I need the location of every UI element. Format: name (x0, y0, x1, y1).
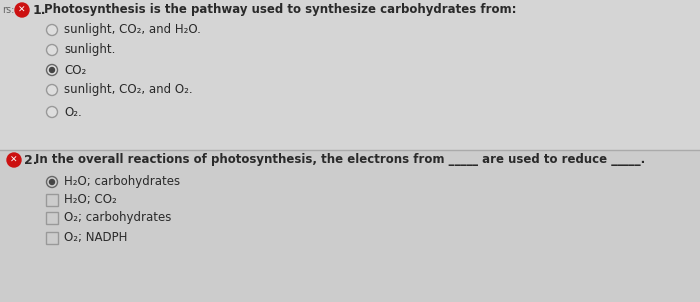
Text: 2.: 2. (24, 153, 38, 166)
Text: O₂; NADPH: O₂; NADPH (64, 232, 127, 245)
Bar (0, 150, 700, 302)
Circle shape (46, 85, 57, 95)
Text: H₂O; CO₂: H₂O; CO₂ (64, 194, 117, 207)
Bar (46, 194, 58, 206)
Text: rs:: rs: (2, 5, 15, 15)
Circle shape (7, 153, 21, 167)
Text: O₂.: O₂. (64, 105, 82, 118)
Text: sunlight, CO₂, and H₂O.: sunlight, CO₂, and H₂O. (64, 24, 201, 37)
Bar (0, 0, 700, 150)
Circle shape (15, 3, 29, 17)
Bar (46, 212, 58, 224)
Circle shape (46, 65, 57, 76)
Text: Photosynthesis is the pathway used to synthesize carbohydrates from:: Photosynthesis is the pathway used to sy… (44, 4, 517, 17)
Bar (46, 232, 58, 244)
Text: sunlight.: sunlight. (64, 43, 116, 56)
Circle shape (46, 107, 57, 117)
Text: H₂O; carbohydrates: H₂O; carbohydrates (64, 175, 180, 188)
Circle shape (50, 68, 55, 72)
Text: ✕: ✕ (10, 156, 18, 165)
Circle shape (46, 176, 57, 188)
Text: In the overall reactions of photosynthesis, the electrons from _____ are used to: In the overall reactions of photosynthes… (35, 153, 645, 166)
Circle shape (50, 179, 55, 185)
Text: ✕: ✕ (18, 5, 26, 14)
Text: O₂; carbohydrates: O₂; carbohydrates (64, 211, 172, 224)
Text: CO₂: CO₂ (64, 63, 86, 76)
Circle shape (46, 24, 57, 36)
Text: sunlight, CO₂, and O₂.: sunlight, CO₂, and O₂. (64, 83, 192, 97)
Text: 1.: 1. (33, 4, 46, 17)
Circle shape (46, 44, 57, 56)
